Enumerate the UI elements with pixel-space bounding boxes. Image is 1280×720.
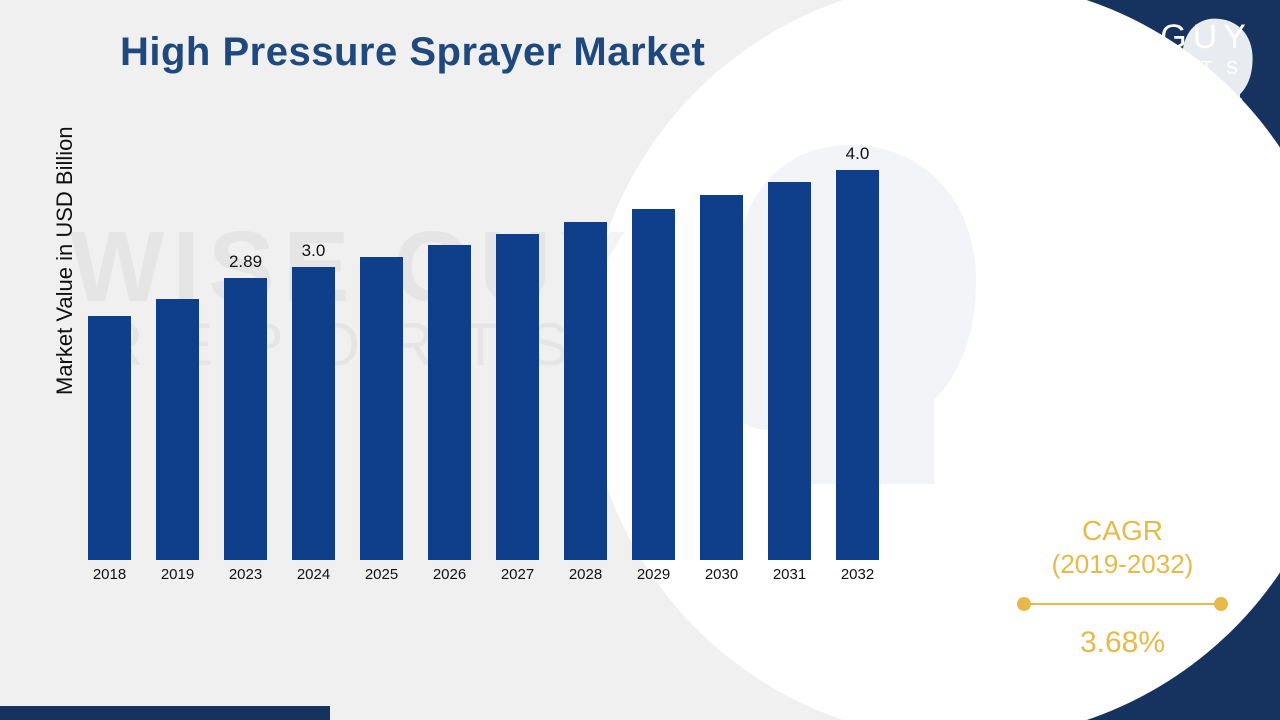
x-tick-label: 2024 xyxy=(284,566,344,583)
cagr-dot-left xyxy=(1017,597,1031,611)
x-tick-label: 2018 xyxy=(80,566,140,583)
bar xyxy=(360,257,403,560)
x-tick-label: 2032 xyxy=(828,566,888,583)
x-tick-label: 2023 xyxy=(216,566,276,583)
bar xyxy=(88,316,131,560)
logo-line2: REPORTS xyxy=(1034,58,1252,79)
x-tick-label: 2025 xyxy=(352,566,412,583)
cagr-title: CAGR xyxy=(1005,515,1240,547)
bar-value-label: 3.0 xyxy=(284,241,344,261)
cagr-dot-right xyxy=(1214,597,1228,611)
bar xyxy=(700,195,743,560)
bar xyxy=(224,278,267,560)
brand-logo: WISE GUY REPORTS xyxy=(1034,20,1252,79)
x-tick-label: 2027 xyxy=(488,566,548,583)
cagr-block: CAGR (2019-2032) 3.68% xyxy=(1005,515,1240,660)
bar xyxy=(836,170,879,560)
y-axis-label: Market Value in USD Billion xyxy=(52,126,78,395)
cagr-value: 3.68% xyxy=(1005,626,1240,660)
bar xyxy=(428,245,471,560)
bar xyxy=(564,222,607,560)
cagr-line-track xyxy=(1023,603,1222,605)
x-tick-label: 2019 xyxy=(148,566,208,583)
bar xyxy=(768,182,811,560)
cagr-period: (2019-2032) xyxy=(1005,549,1240,580)
bar xyxy=(292,267,335,560)
bar xyxy=(632,209,675,560)
bottom-accent-bar xyxy=(0,706,330,720)
bar-chart: 2.893.04.0 20182019202320242025202620272… xyxy=(78,160,898,590)
x-tick-label: 2026 xyxy=(420,566,480,583)
bar xyxy=(156,299,199,560)
x-tick-label: 2031 xyxy=(760,566,820,583)
bar-value-label: 2.89 xyxy=(216,252,276,272)
plot-area: 2.893.04.0 xyxy=(78,160,898,560)
chart-title: High Pressure Sprayer Market xyxy=(120,30,705,75)
x-tick-label: 2029 xyxy=(624,566,684,583)
infographic-canvas: High Pressure Sprayer Market WISE GUY RE… xyxy=(0,0,1280,720)
logo-line1: WISE GUY xyxy=(1034,20,1252,56)
bar-value-label: 4.0 xyxy=(828,144,888,164)
cagr-divider xyxy=(1005,594,1240,614)
bar xyxy=(496,234,539,560)
x-tick-label: 2030 xyxy=(692,566,752,583)
x-tick-label: 2028 xyxy=(556,566,616,583)
